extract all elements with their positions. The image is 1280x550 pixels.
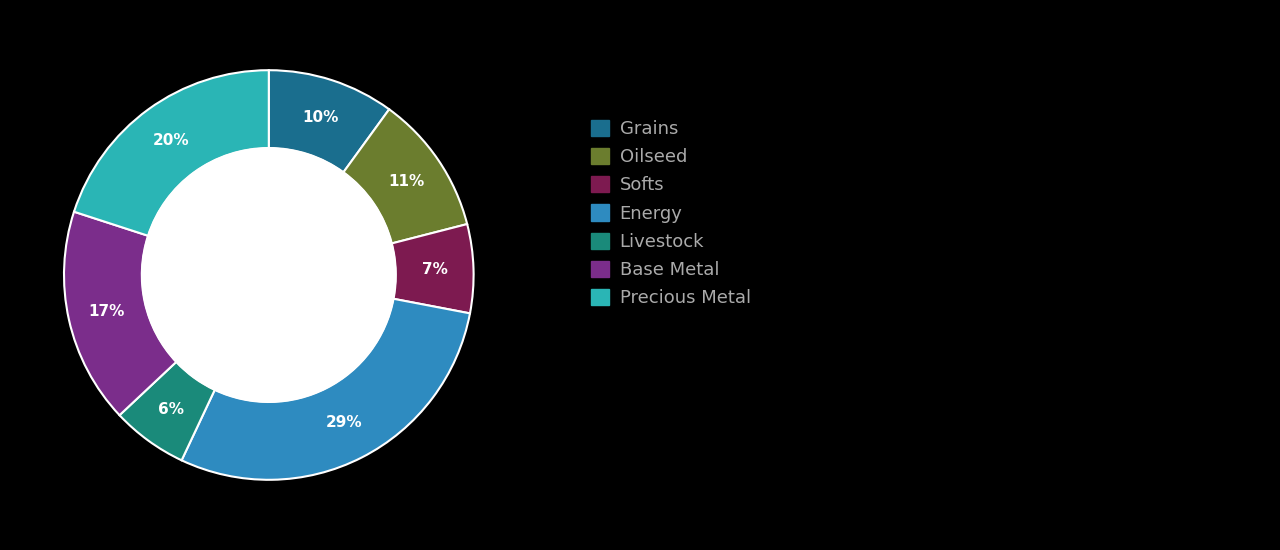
Legend: Grains, Oilseed, Softs, Energy, Livestock, Base Metal, Precious Metal: Grains, Oilseed, Softs, Energy, Livestoc… bbox=[582, 111, 760, 316]
Text: 17%: 17% bbox=[88, 304, 125, 318]
Wedge shape bbox=[343, 109, 467, 244]
Text: 7%: 7% bbox=[421, 262, 448, 277]
Text: 29%: 29% bbox=[326, 415, 362, 430]
Text: 20%: 20% bbox=[154, 133, 189, 148]
Wedge shape bbox=[182, 299, 470, 480]
Text: 10%: 10% bbox=[302, 110, 338, 125]
Text: 6%: 6% bbox=[159, 402, 184, 417]
Wedge shape bbox=[269, 70, 389, 172]
Circle shape bbox=[142, 148, 396, 402]
Wedge shape bbox=[74, 70, 269, 236]
Wedge shape bbox=[392, 224, 474, 314]
Wedge shape bbox=[64, 212, 177, 415]
Text: 11%: 11% bbox=[388, 174, 424, 189]
Wedge shape bbox=[119, 362, 215, 460]
